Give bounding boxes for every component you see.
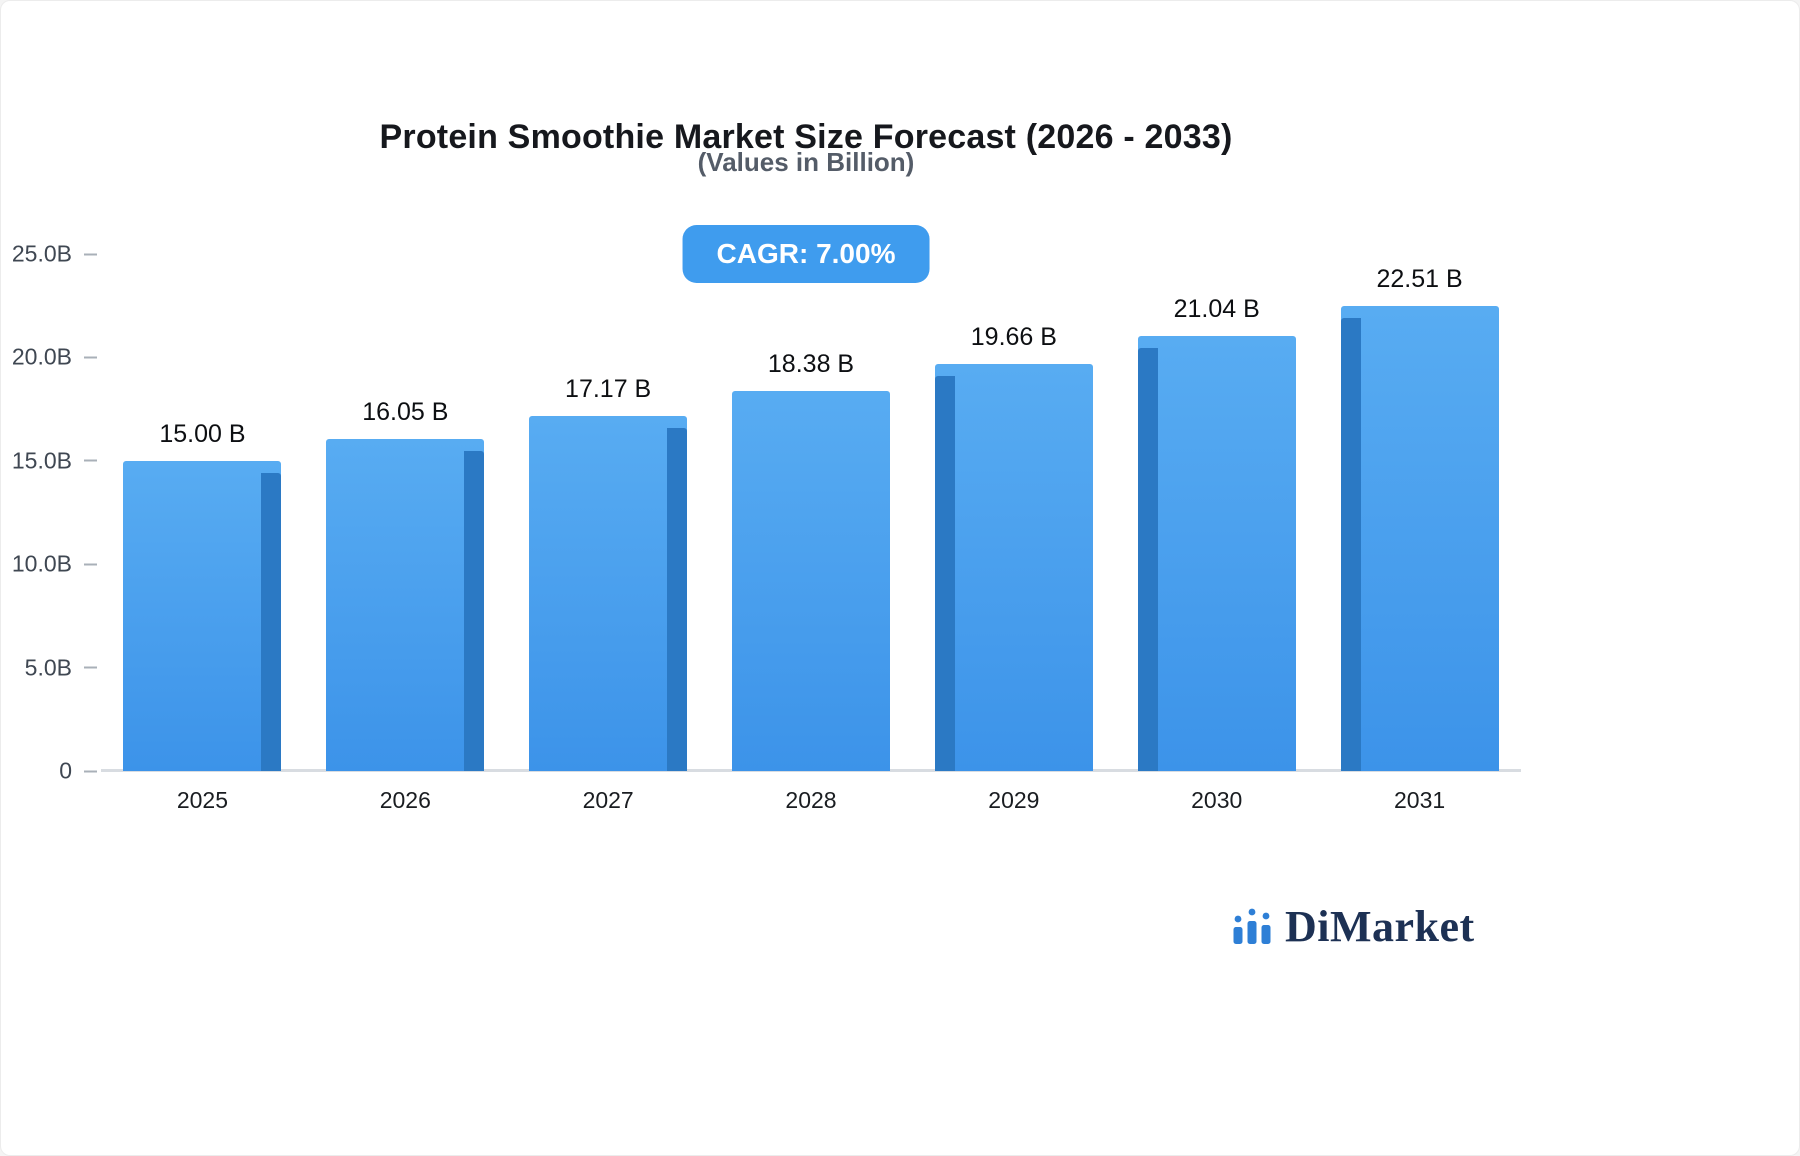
bar-slot: 22.51 B 2031	[1318, 254, 1521, 813]
bar-face	[123, 460, 282, 771]
bar-value-label: 15.00 B	[159, 419, 246, 448]
bar-slot: 18.38 B 2028	[710, 254, 913, 813]
bar-slot: 21.04 B 2030	[1115, 254, 1318, 813]
bar-side-shade	[934, 376, 955, 771]
bar-side-shade	[1340, 317, 1361, 771]
y-axis-tick-mark	[84, 770, 97, 772]
y-axis-tick-mark	[84, 563, 97, 566]
bar-face	[529, 415, 688, 771]
y-axis-tick-label: 0	[59, 757, 72, 784]
bar-slot: 16.05 B 2026	[304, 254, 507, 813]
bar-2031: 22.51 B	[1340, 265, 1499, 771]
bar-value-label: 19.66 B	[970, 323, 1057, 352]
bar-side-shade	[667, 427, 688, 771]
chart-subtitle: (Values in Billion)	[697, 147, 915, 177]
y-axis-tick: 0	[59, 758, 97, 785]
bar-face	[732, 390, 890, 771]
x-axis-label: 2027	[582, 787, 634, 813]
y-axis-tick: 15.0B	[12, 447, 97, 474]
bar-side-shade	[261, 472, 282, 771]
x-axis-label: 2030	[1191, 787, 1243, 813]
bar-value-label: 22.51 B	[1376, 264, 1463, 293]
x-axis-label: 2026	[379, 787, 431, 813]
bar-face	[934, 364, 1093, 771]
bar-value-label: 17.17 B	[565, 374, 652, 403]
y-axis-tick-label: 25.0B	[11, 240, 72, 267]
chart-title: Protein Smoothie Market Size Forecast (2…	[379, 117, 1233, 156]
y-axis-tick-mark	[84, 459, 97, 462]
y-axis: 0 5.0B 10.0B 15.0B 20.0B 25.0B	[1, 241, 97, 784]
dimarket-logo: DiMarket	[1229, 901, 1475, 952]
x-axis-label: 2025	[176, 787, 229, 813]
bar-2028: 18.38 B	[732, 350, 890, 771]
bar-slot: 19.66 B 2029	[912, 254, 1115, 813]
bar-2026: 16.05 B	[326, 398, 485, 771]
bar-face	[1137, 335, 1296, 771]
bar-value-label: 16.05 B	[362, 398, 449, 427]
y-axis-tick-mark	[84, 253, 97, 255]
y-axis-tick-label: 15.0B	[11, 447, 72, 474]
bar-slot: 17.17 B 2027	[507, 254, 710, 813]
bar-chart: 0 5.0B 10.0B 15.0B 20.0B 25.0B 15.00 B 2025 16.…	[1, 241, 1521, 813]
bar-2025: 15.00 B	[123, 420, 282, 771]
bar-value-label: 18.38 B	[767, 349, 855, 378]
y-axis-tick: 20.0B	[12, 344, 97, 371]
bar-2029: 19.66 B	[934, 323, 1093, 771]
y-axis-tick-label: 5.0B	[24, 654, 72, 681]
bar-face	[326, 439, 485, 771]
x-axis-label: 2028	[785, 787, 837, 813]
y-axis-tick: 5.0B	[25, 654, 97, 681]
plot-area: 15.00 B 2025 16.05 B 2026 17.17 B 2027 18.38 B…	[101, 254, 1521, 813]
bar-2027: 17.17 B	[529, 375, 688, 771]
y-axis-tick-mark	[84, 356, 97, 359]
y-axis-tick-label: 10.0B	[11, 550, 72, 577]
logo-text: DiMarket	[1285, 902, 1475, 951]
bar-side-shade	[1137, 347, 1158, 771]
bar-side-shade	[464, 451, 485, 771]
bar-slot: 15.00 B 2025	[101, 254, 304, 813]
bars-container: 15.00 B 2025 16.05 B 2026 17.17 B 2027 18.38 B…	[101, 254, 1521, 813]
bar-face	[1340, 305, 1499, 771]
x-axis-label: 2029	[988, 787, 1040, 813]
y-axis-tick-mark	[84, 666, 97, 669]
y-axis-tick: 10.0B	[12, 551, 97, 578]
cagr-badge: CAGR: 7.00%	[682, 225, 930, 283]
cagr-badge-label: CAGR: 7.00%	[716, 238, 896, 269]
bar-2030: 21.04 B	[1137, 295, 1296, 771]
y-axis-tick-label: 20.0B	[11, 343, 72, 370]
bar-chart-icon	[1233, 908, 1271, 944]
x-axis-label: 2031	[1394, 787, 1446, 813]
bar-value-label: 21.04 B	[1173, 294, 1260, 323]
y-axis-tick: 25.0B	[12, 241, 97, 268]
